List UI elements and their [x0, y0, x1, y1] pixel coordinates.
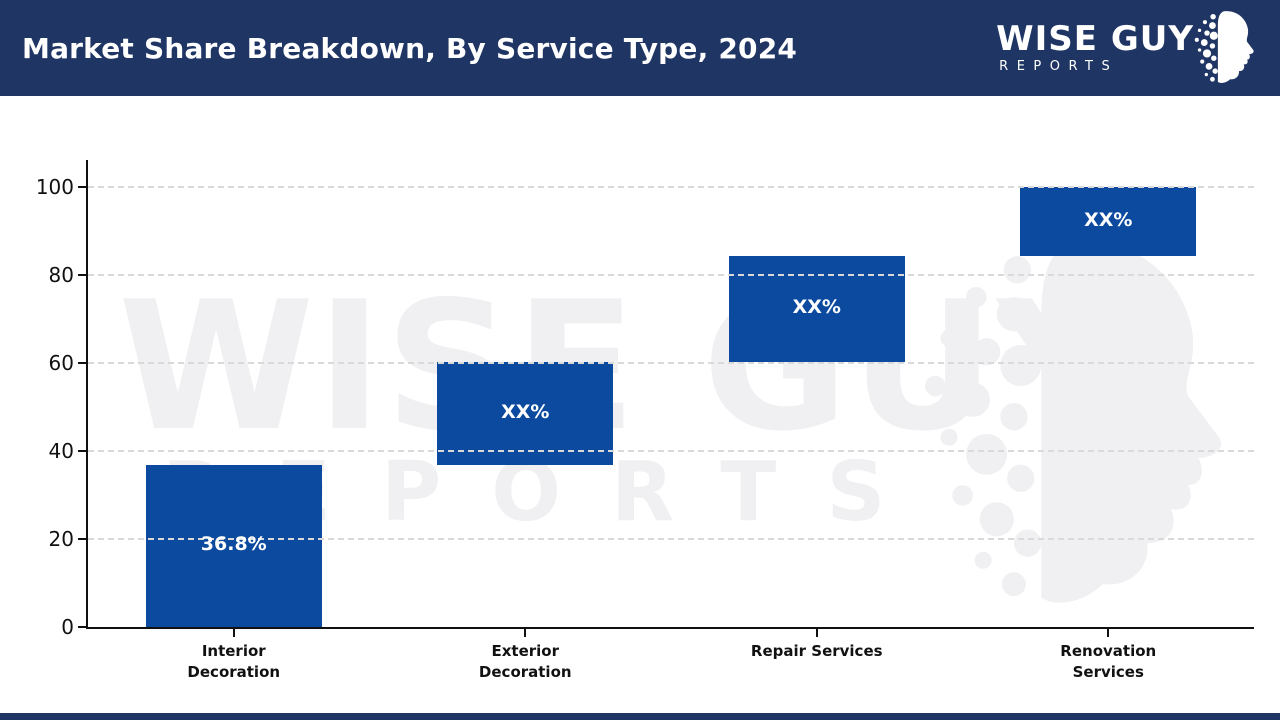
y-axis-tick — [78, 186, 86, 188]
y-axis-tick — [78, 626, 86, 628]
y-axis-tick — [78, 274, 86, 276]
x-axis-line — [86, 627, 1254, 629]
y-gridline — [88, 450, 1254, 452]
logo-face-icon — [1194, 11, 1254, 83]
y-axis-tick-label: 20 — [48, 527, 74, 551]
y-gridline — [88, 538, 1254, 540]
y-gridline — [88, 362, 1254, 364]
bar-value-label: 36.8% — [200, 533, 267, 556]
logo-wordmark-line2: REPORTS — [999, 59, 1119, 74]
wise-guy-reports-logo: WISE GUY REPORTS — [996, 7, 1258, 89]
x-axis-tick — [232, 629, 235, 637]
x-axis-category-label: Repair Services — [750, 642, 883, 660]
y-axis-line — [86, 160, 88, 629]
bar-value-label: XX% — [1084, 208, 1133, 231]
bar-value-label: XX% — [792, 296, 841, 319]
y-axis-tick — [78, 450, 86, 452]
y-axis-tick-label: 0 — [61, 615, 74, 639]
x-axis-category-label: Renovation Services — [1060, 642, 1157, 681]
logo-wordmark-line1: WISE GUY — [996, 19, 1194, 59]
x-axis-tick — [1107, 629, 1110, 637]
x-axis-tick — [524, 629, 527, 637]
footer-bar — [0, 713, 1280, 720]
logo-wordmark: WISE GUY REPORTS — [996, 22, 1194, 74]
header-bar: Market Share Breakdown, By Service Type,… — [0, 0, 1280, 96]
y-axis-tick — [78, 538, 86, 540]
x-axis-tick — [815, 629, 818, 637]
y-axis-tick-label: 100 — [35, 175, 74, 199]
page-title: Market Share Breakdown, By Service Type,… — [22, 31, 798, 65]
y-axis-tick-label: 80 — [48, 263, 74, 287]
x-axis-category-label: Exterior Decoration — [478, 642, 572, 681]
y-axis-tick — [78, 362, 86, 364]
y-gridline — [88, 186, 1254, 188]
y-gridline — [88, 274, 1254, 276]
x-axis-category-label: Interior Decoration — [187, 642, 281, 681]
y-axis-tick-label: 60 — [48, 351, 74, 375]
bar — [728, 256, 905, 363]
bar-value-label: XX% — [501, 400, 550, 423]
y-axis-tick-label: 40 — [48, 439, 74, 463]
bar — [437, 362, 614, 466]
bar — [145, 465, 322, 627]
